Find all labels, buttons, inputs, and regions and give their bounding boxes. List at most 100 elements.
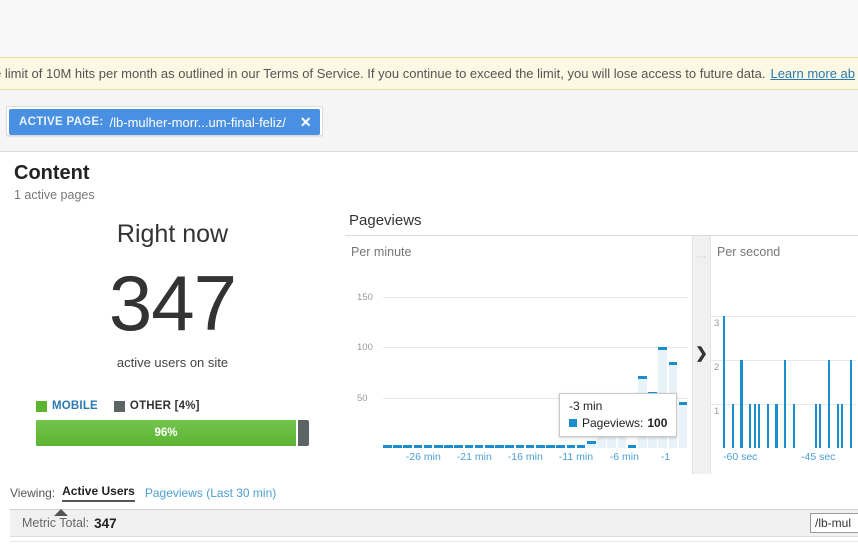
- bar[interactable]: [413, 445, 423, 448]
- close-icon[interactable]: ✕: [299, 114, 312, 130]
- bar[interactable]: [678, 401, 688, 448]
- legend-item-other[interactable]: OTHER [4%]: [113, 400, 200, 413]
- bar[interactable]: [515, 445, 525, 448]
- bar[interactable]: [827, 360, 830, 448]
- bar[interactable]: [723, 316, 726, 448]
- per-second-plot-area[interactable]: 1 2 3 -60 sec -45 sec: [711, 236, 858, 474]
- device-legend: MOBILE OTHER [4%]: [0, 400, 345, 412]
- legend-label-other: OTHER [4%]: [129, 400, 200, 413]
- bar[interactable]: [840, 404, 844, 448]
- bar[interactable]: [423, 445, 433, 448]
- bar[interactable]: [474, 445, 484, 448]
- metric-total-bar: Metric Total: 347: [0, 505, 858, 550]
- x-axis-tick: -60 sec: [723, 451, 758, 463]
- x-axis-tick: -6 min: [609, 451, 639, 463]
- y-axis-tick: 3: [714, 318, 720, 329]
- bar-top-marker: [566, 445, 576, 448]
- x-axis-tick: -45 sec: [801, 451, 836, 463]
- bar-top-marker: [546, 445, 555, 448]
- bar[interactable]: [627, 445, 637, 448]
- viewing-label: Viewing:: [10, 486, 56, 500]
- bar[interactable]: [556, 445, 566, 448]
- bar-top-marker: [587, 440, 596, 444]
- gridline: [711, 360, 856, 361]
- y-axis-tick: 100: [357, 342, 373, 354]
- per-second-label: Per second: [717, 245, 781, 259]
- bar-top-marker: [525, 445, 535, 448]
- other-swatch-icon: [113, 400, 125, 412]
- pageviews-panel: Pageviews Per minute 50 100 150 -26 min -21 …: [345, 212, 858, 474]
- per-minute-plot-area[interactable]: 50 100 150 -26 min -21 min -16 min -11 min -6 m…: [345, 236, 692, 474]
- bar[interactable]: [740, 360, 743, 448]
- bar-top-marker: [454, 445, 464, 448]
- x-axis-tick: -1: [660, 451, 671, 463]
- bar[interactable]: [836, 404, 839, 448]
- bar-top-marker: [638, 375, 647, 379]
- tooltip-row: Pageviews: 100: [569, 416, 667, 430]
- bar[interactable]: [464, 445, 474, 448]
- bar-top-marker: [668, 361, 678, 365]
- page-title: Content: [14, 162, 90, 184]
- bar[interactable]: [819, 404, 822, 448]
- page-filter-input[interactable]: [810, 513, 858, 533]
- active-page-chip[interactable]: ACTIVE PAGE: /lb-mulher-morr...um-final-…: [9, 109, 320, 135]
- bar[interactable]: [393, 445, 402, 448]
- bar[interactable]: [749, 404, 752, 448]
- tooltip-value: 100: [647, 416, 668, 430]
- bar[interactable]: [731, 404, 734, 448]
- bar[interactable]: [546, 445, 555, 448]
- bar[interactable]: [403, 445, 413, 448]
- bar[interactable]: [775, 404, 778, 448]
- bar[interactable]: [495, 445, 504, 448]
- metric-total-label: Metric Total:: [22, 516, 90, 530]
- chevron-right-icon[interactable]: ❯: [695, 345, 708, 362]
- device-share-mobile-segment: 96%: [36, 420, 299, 447]
- bar[interactable]: [505, 445, 515, 448]
- bar[interactable]: [792, 404, 796, 448]
- per-minute-chart[interactable]: Per minute 50 100 150 -26 min -21 min -16 min…: [345, 236, 693, 474]
- chart-scroll-divider[interactable]: ⋯ ❯: [693, 236, 711, 474]
- bar[interactable]: [485, 445, 494, 448]
- bar[interactable]: [784, 360, 787, 448]
- bar[interactable]: [849, 360, 852, 448]
- bar-top-marker: [434, 445, 443, 448]
- bar[interactable]: [814, 404, 817, 448]
- bar-top-marker: [464, 445, 474, 448]
- bar[interactable]: [587, 440, 596, 448]
- legend-item-mobile[interactable]: MOBILE: [36, 400, 98, 412]
- per-second-chart[interactable]: Per second 1 2 3 -60 sec -45 sec: [711, 236, 858, 474]
- bar[interactable]: [576, 445, 586, 448]
- tab-pageviews-last-30-min[interactable]: Pageviews (Last 30 min): [144, 486, 277, 500]
- bar[interactable]: [434, 445, 443, 448]
- metric-total-row: Metric Total: 347: [10, 509, 858, 537]
- bar-top-marker: [627, 445, 637, 448]
- metric-total-value: 347: [94, 515, 117, 531]
- bar[interactable]: [444, 445, 453, 448]
- active-users-count: 347: [108, 259, 237, 347]
- device-share-mobile-percent: 96%: [154, 427, 178, 440]
- bar[interactable]: [536, 445, 545, 448]
- ellipsis-icon: ⋯: [696, 252, 707, 263]
- bar[interactable]: [525, 445, 535, 448]
- bar[interactable]: [566, 445, 576, 448]
- bar-top-marker: [495, 445, 504, 448]
- bar-top-marker: [383, 445, 392, 448]
- right-now-panel: Right now 347 active users on site MOBIL…: [0, 222, 345, 447]
- legend-label-mobile: MOBILE: [52, 400, 98, 413]
- bar[interactable]: [753, 404, 756, 448]
- tab-active-users[interactable]: Active Users: [62, 484, 135, 502]
- selected-tab-caret-icon: [54, 509, 68, 516]
- gridline: [383, 347, 688, 349]
- learn-more-link[interactable]: Learn more ab: [770, 66, 856, 81]
- bar[interactable]: [454, 445, 464, 448]
- bar[interactable]: [766, 404, 769, 448]
- mobile-swatch-icon: [36, 400, 47, 412]
- bar[interactable]: [383, 445, 392, 448]
- gridline: [383, 297, 688, 299]
- bar-top-marker: [515, 445, 525, 448]
- bar-top-marker: [556, 445, 566, 448]
- y-axis-tick: 1: [714, 406, 720, 417]
- viewing-tabs: Viewing: Active Users Pageviews (Last 30…: [0, 481, 858, 505]
- bar[interactable]: [757, 404, 761, 448]
- bar-top-marker: [678, 401, 688, 405]
